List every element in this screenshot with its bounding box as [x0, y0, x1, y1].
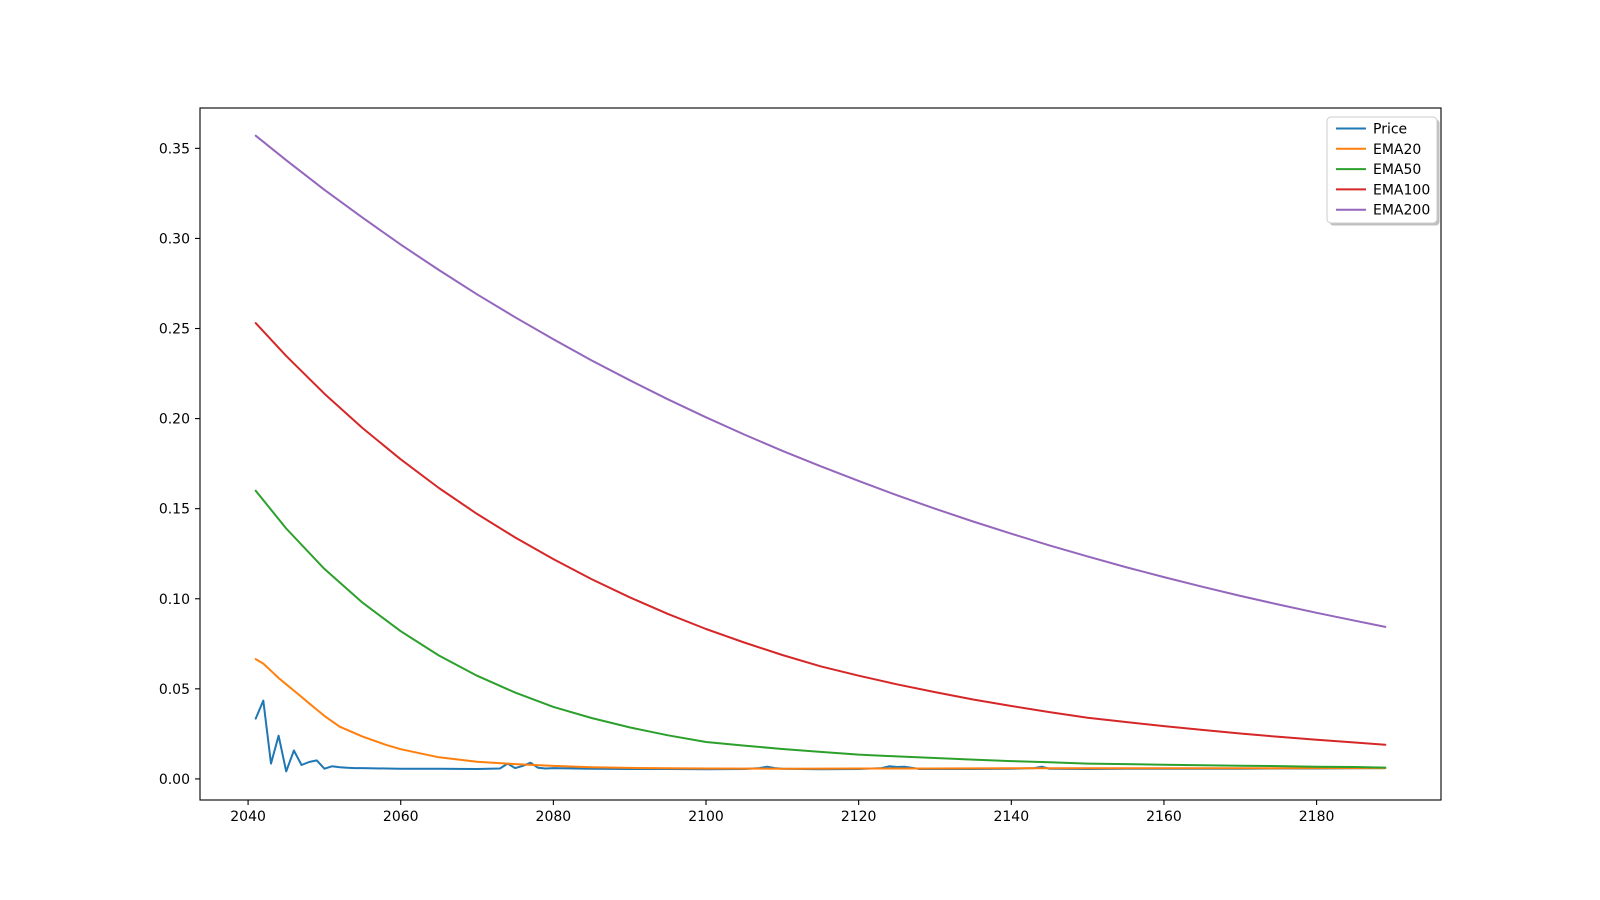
legend-label-EMA50: EMA50 [1373, 162, 1421, 178]
plot-background [200, 108, 1441, 800]
legend-label-Price: Price [1373, 122, 1407, 138]
x-tick-label-2140: 2140 [993, 809, 1029, 825]
series-line-EMA50 [254, 489, 1387, 769]
x-tick-label-2080: 2080 [536, 809, 572, 825]
x-tick-label-2160: 2160 [1146, 809, 1182, 825]
legend: Price EMA20 EMA50 EMA100 EMA200 [1326, 116, 1440, 226]
y-tick-label-0.35: 0.35 [159, 141, 190, 157]
legend-label-EMA20: EMA20 [1373, 142, 1421, 158]
y-tick-label-0.00: 0.00 [159, 772, 190, 788]
y-tick-label-0.25: 0.25 [159, 322, 190, 338]
axes-layer: 2040 2060 2080 2100 2120 2140 2160 2180 0.00 0.05… [159, 107, 1442, 825]
axes-spines [199, 107, 1442, 801]
series-layer [254, 134, 1387, 773]
series-line-EMA200 [254, 134, 1387, 628]
legend-label-EMA100: EMA100 [1373, 182, 1430, 198]
plot-area [200, 108, 1441, 800]
legend-label-EMA200: EMA200 [1373, 203, 1430, 219]
x-tick-label-2180: 2180 [1299, 809, 1335, 825]
x-tick-label-2100: 2100 [688, 809, 724, 825]
x-tick-label-2040: 2040 [230, 809, 266, 825]
y-tick-label-0.10: 0.10 [159, 592, 190, 608]
y-tick-label-0.30: 0.30 [159, 231, 190, 247]
y-tick-label-0.15: 0.15 [159, 502, 190, 518]
series-line-EMA20 [254, 658, 1387, 770]
y-tick-label-0.05: 0.05 [159, 682, 190, 698]
series-line-EMA100 [254, 322, 1387, 746]
legend-box [1326, 116, 1438, 224]
x-tick-label-2060: 2060 [383, 809, 419, 825]
x-tick-label-2120: 2120 [841, 809, 877, 825]
y-tick-label-0.20: 0.20 [159, 412, 190, 428]
